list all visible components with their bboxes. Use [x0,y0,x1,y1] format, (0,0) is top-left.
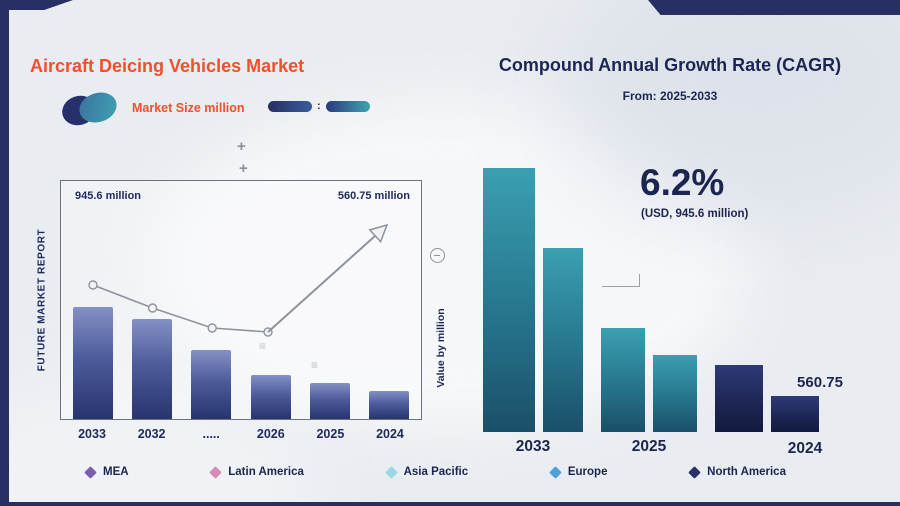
cagr-bar [653,355,697,432]
legend-item: Europe [548,465,608,479]
minus-circle-icon [430,248,445,263]
gradient-pill-icon [325,101,370,112]
cagr-bar-group [483,168,583,432]
annotation-2033-value: 945.6 million [75,190,142,202]
right-chart-title: Compound Annual Growth Rate (CAGR) [498,55,842,75]
left-chart-title: Aircraft Deicing Vehicles Market [30,56,305,76]
bottom-edge-accent [0,502,900,506]
legend-diamond-icon [84,465,97,479]
legend-label: MEA [103,466,129,478]
value-callout-2024: 560.75 [797,374,843,391]
cagr-bar-group [715,365,819,432]
legend-diamond-icon [688,465,702,479]
cagr-bar [715,365,763,432]
legend-diamond-icon [548,465,562,479]
market-size-bar [309,383,350,419]
legend-label: Europe [567,466,608,478]
market-size-bar [191,350,232,419]
market-size-chart: 945.6 million 560.75 million ≡ ≡ [60,180,422,420]
right-chart-subtitle: From: 2025-2033 [622,89,718,103]
plus-decoration-icon: + [239,160,248,177]
step-line-decoration [602,274,640,287]
hash-decoration-icon: ≡ [259,339,267,353]
left-x-label: 2025 [316,427,345,441]
legend-label: Latin America [228,466,304,478]
legend-item: Asia Pacific [384,465,469,479]
market-size-bar [368,391,409,419]
legend-item: North America [688,465,786,479]
right-x-label: 2033 [515,438,551,455]
market-size-bar [132,319,173,419]
market-size-bar [73,307,113,419]
right-y-axis-label: Value by million [435,308,447,388]
right-x-label: 2025 [631,438,667,455]
left-x-label: 2026 [256,427,285,441]
left-edge-accent [0,0,9,506]
legend-label: North America [707,466,786,478]
plus-decoration-icon: + [237,138,246,155]
cagr-value: 6.2% [640,162,725,203]
top-left-accent [9,0,73,10]
legend-pills: : [268,101,370,112]
legend-diamond-icon [384,465,398,479]
hash-decoration-icon: ≡ [311,358,319,372]
market-size-legend-label: Market Size million [132,101,245,115]
top-right-accent [648,0,900,15]
region-legend: MEA Latin America Asia Pacific Europe North … [84,465,786,479]
cagr-bar [543,248,583,432]
cagr-note: (USD, 945.6 million) [641,208,749,220]
right-x-label: 2024 [787,440,823,457]
cylinder-icon [58,87,122,130]
left-x-label: 2033 [78,427,106,441]
left-x-label: ..... [202,427,220,441]
cagr-bars [483,140,875,432]
pill-separator: : [317,100,321,112]
annotation-2024-value: 560.75 million [337,190,410,202]
market-size-bars [73,187,409,419]
legend-item: Latin America [209,465,304,479]
cagr-bar [483,168,535,432]
left-x-label: 2024 [376,427,404,441]
market-size-bar [250,375,291,419]
left-y-axis-label: FUTURE MARKET REPORT [36,228,48,372]
gradient-pill-icon [268,101,312,112]
legend-label: Asia Pacific [403,466,469,478]
left-x-label: 2032 [137,427,166,441]
cagr-bar [601,328,645,432]
legend-diamond-icon [209,465,223,479]
legend-item: MEA [84,465,129,479]
cagr-bar [771,396,819,432]
cagr-bar-group [601,328,697,432]
left-x-axis: 2033 2032..... 2026 2025 2024 [60,427,422,441]
